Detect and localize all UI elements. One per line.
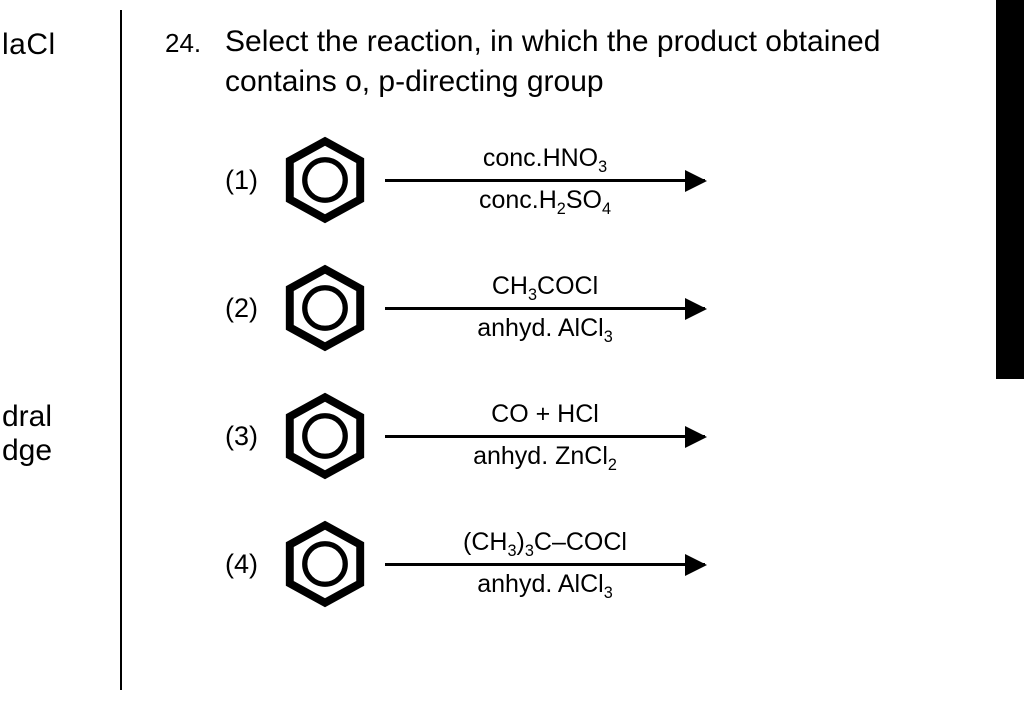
reagent-top: CH3COCl <box>385 272 705 301</box>
reaction-arrow-block: CO + HCl anhyd. ZnCl2 <box>385 396 745 476</box>
left-fragment-1: laCl <box>2 28 56 62</box>
option-number: (3) <box>225 421 275 452</box>
reagent-top: conc.HNO3 <box>385 144 705 173</box>
reagent-bottom: anhyd. AlCl3 <box>385 314 705 343</box>
reaction-arrow-block: CH3COCl anhyd. AlCl3 <box>385 268 745 348</box>
vertical-divider <box>120 10 122 690</box>
question-text-line1: Select the reaction, in which the produc… <box>225 25 880 58</box>
benzene-structure <box>275 264 375 352</box>
benzene-icon <box>281 392 369 480</box>
options-list: (1) conc.HNO3 conc.H2SO4 (2) CH3COCl anhyd.… <box>225 130 945 642</box>
arrow-icon <box>385 179 705 182</box>
reagent-bottom: anhyd. AlCl3 <box>385 570 705 599</box>
right-black-bar <box>996 0 1024 379</box>
reagent-top: (CH3)3C–COCl <box>385 528 705 557</box>
benzene-icon <box>281 264 369 352</box>
benzene-icon <box>281 520 369 608</box>
left-fragment-2b: dge <box>2 434 52 467</box>
arrow-icon <box>385 307 705 310</box>
question-text-line2: contains o, p-directing group <box>225 65 604 98</box>
option-number: (2) <box>225 293 275 324</box>
reaction-arrow-block: (CH3)3C–COCl anhyd. AlCl3 <box>385 524 745 604</box>
page: { "colors": { "ink": "#000000", "backgro… <box>0 0 1024 701</box>
benzene-structure <box>275 520 375 608</box>
option-number: (4) <box>225 549 275 580</box>
question-text: Select the reaction, in which the produc… <box>225 22 880 102</box>
option-row-2: (2) CH3COCl anhyd. AlCl3 <box>225 258 945 358</box>
reagent-bottom: conc.H2SO4 <box>385 186 705 215</box>
arrow-icon <box>385 563 705 566</box>
question-number: 24. <box>165 28 201 59</box>
arrow-icon <box>385 435 705 438</box>
benzene-icon <box>281 136 369 224</box>
option-row-3: (3) CO + HCl anhyd. ZnCl2 <box>225 386 945 486</box>
left-fragment-2a: dral <box>2 400 52 433</box>
left-cropped-column: laCl dral dge <box>0 0 100 701</box>
left-fragment-2: dral dge <box>2 400 52 468</box>
option-row-1: (1) conc.HNO3 conc.H2SO4 <box>225 130 945 230</box>
reaction-arrow-block: conc.HNO3 conc.H2SO4 <box>385 140 745 220</box>
reagent-bottom: anhyd. ZnCl2 <box>385 442 705 471</box>
option-number: (1) <box>225 165 275 196</box>
reagent-top: CO + HCl <box>385 400 705 429</box>
benzene-structure <box>275 392 375 480</box>
option-row-4: (4) (CH3)3C–COCl anhyd. AlCl3 <box>225 514 945 614</box>
benzene-structure <box>275 136 375 224</box>
